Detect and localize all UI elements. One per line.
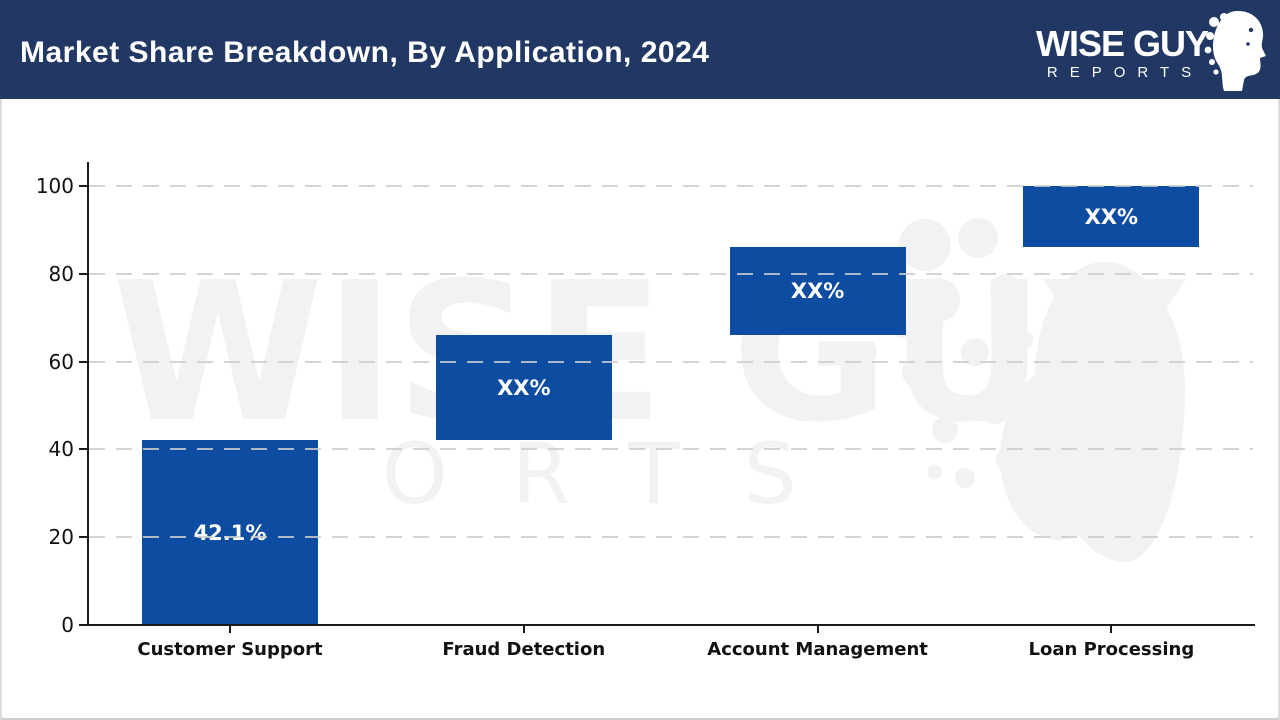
watermark-dot [1011, 329, 1033, 351]
y-tick-mark [79, 185, 87, 187]
gridline-y80 [89, 272, 1253, 275]
watermark-dot [958, 218, 998, 258]
logo-reports-text: REPORTS [1046, 64, 1204, 81]
gridline-y60 [89, 360, 1253, 363]
bar-fraud-detection: XX% [435, 335, 612, 441]
gridline-y100 [89, 185, 1253, 187]
chart-title: Market Share Breakdown, By Application, … [20, 36, 710, 69]
y-tick-label: 20 [48, 525, 74, 550]
watermark-dot [955, 468, 975, 488]
y-tick-mark [79, 360, 87, 363]
y-tick-mark [79, 624, 87, 626]
logo-text: WISE GUY REPORTS [1036, 23, 1209, 81]
watermark-dot [1050, 430, 1070, 450]
bar-value-label: XX% [790, 279, 845, 304]
y-tick-mark [79, 272, 87, 275]
x-axis-line [87, 624, 1255, 626]
y-tick-label: 0 [61, 613, 74, 637]
header-bar: Market Share Breakdown, By Application, … [0, 0, 1280, 99]
watermark-dot [990, 274, 1022, 306]
wise-guy-reports-logo: WISE GUY REPORTS [1006, 6, 1266, 94]
watermark-dot [1028, 378, 1052, 402]
y-tick-mark [79, 448, 87, 451]
gridline-y20 [89, 536, 1253, 539]
x-tick-mark [1110, 626, 1113, 633]
y-tick-label: 60 [48, 349, 74, 374]
y-tick-label: 80 [48, 261, 74, 286]
y-tick-label: 100 [35, 174, 74, 198]
x-tick-mark [816, 626, 819, 633]
y-tick-mark [79, 536, 87, 539]
bar-account-management: XX% [729, 247, 906, 336]
y-tick-label: 40 [48, 437, 74, 462]
watermark-dot [899, 219, 951, 271]
bar-value-label: XX% [1084, 204, 1139, 229]
watermark-dot [1063, 476, 1087, 500]
watermark-dot [1021, 493, 1039, 511]
watermark-dot [916, 278, 960, 322]
watermark-dot [996, 446, 1024, 474]
watermark-dot [928, 465, 942, 479]
x-tick-mark [522, 626, 525, 633]
bar-value-label: 42.1% [193, 520, 267, 545]
x-category-label: Loan Processing [1028, 639, 1195, 660]
bar-loan-processing: XX% [1023, 186, 1200, 248]
x-tick-mark [229, 626, 231, 633]
gridline-y40 [89, 448, 1253, 451]
bar-customer-support: 42.1% [142, 440, 318, 625]
y-axis-line [87, 162, 89, 626]
watermark-dot [932, 417, 958, 443]
x-category-label: Account Management [707, 639, 928, 660]
x-category-label: Customer Support [137, 639, 323, 660]
watermark-dot [979, 392, 1011, 424]
logo-wordmark: WISE GUY [1036, 23, 1209, 64]
x-category-label: Fraud Detection [442, 639, 606, 660]
watermark-dot [859, 343, 877, 361]
bar-value-label: XX% [497, 375, 551, 400]
logo-head-icon [1204, 11, 1266, 91]
